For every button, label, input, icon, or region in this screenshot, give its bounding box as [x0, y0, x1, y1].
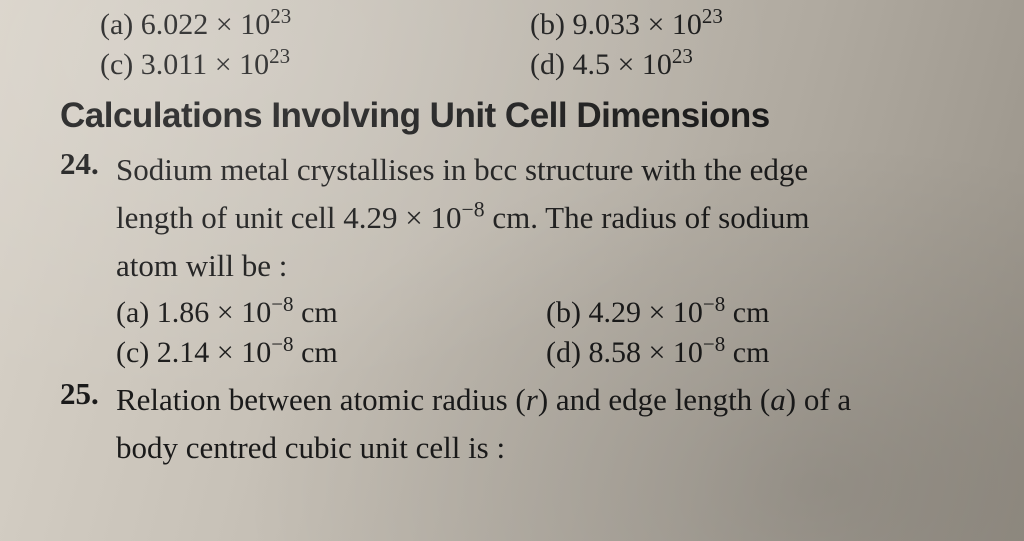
option-b: (b) 4.29 × 10−8 cm: [546, 296, 984, 330]
option-label: (d): [546, 336, 581, 369]
option-unit: cm: [725, 336, 769, 369]
option-times: × 10: [209, 336, 271, 369]
option-exp: −8: [271, 292, 293, 316]
question-text-p1: Relation between atomic radius (: [116, 382, 526, 417]
option-times: × 10: [207, 48, 269, 81]
question-line2a-exp: −8: [462, 198, 485, 222]
question-text-p2: ) and edge length (: [538, 382, 770, 417]
options-row: (c) 3.011 × 1023 (d) 4.5 × 1023: [100, 48, 984, 82]
options-row: (a) 6.022 × 1023 (b) 9.033 × 1023: [100, 8, 984, 42]
question-line2: body centred cubic unit cell is :: [116, 430, 505, 465]
question-24-options: (a) 1.86 × 10−8 cm (b) 4.29 × 10−8 cm (c…: [116, 296, 984, 370]
option-times: × 10: [208, 8, 270, 41]
option-a: (a) 1.86 × 10−8 cm: [116, 296, 546, 330]
question-number: 24.: [60, 146, 116, 290]
option-times: × 10: [610, 48, 672, 81]
option-mantissa: 2.14: [157, 336, 210, 369]
option-mantissa: 6.022: [141, 8, 209, 41]
question-text-p3: ) of a: [786, 382, 851, 417]
option-exp: 23: [702, 4, 723, 28]
option-label: (d): [530, 48, 565, 81]
option-mantissa: 4.5: [572, 48, 610, 81]
option-exp: 23: [269, 44, 290, 68]
question-text: Relation between atomic radius (r) and e…: [116, 376, 984, 472]
option-exp: −8: [703, 292, 725, 316]
option-exp: −8: [703, 332, 725, 356]
option-c: (c) 2.14 × 10−8 cm: [116, 336, 546, 370]
question-text: Sodium metal crystallises in bcc structu…: [116, 146, 984, 290]
question-line2b: cm. The radius of sodium: [485, 200, 810, 235]
option-b: (b) 9.033 × 1023: [530, 8, 984, 42]
option-times: × 10: [640, 8, 702, 41]
variable-r: r: [526, 382, 538, 417]
option-unit: cm: [294, 296, 338, 329]
option-label: (c): [116, 336, 149, 369]
question-24: 24. Sodium metal crystallises in bcc str…: [60, 146, 984, 290]
option-label: (b): [546, 296, 581, 329]
option-label: (a): [116, 296, 149, 329]
option-a: (a) 6.022 × 1023: [100, 8, 530, 42]
question-line3: atom will be :: [116, 248, 287, 283]
question-25: 25. Relation between atomic radius (r) a…: [60, 376, 984, 472]
option-times: × 10: [641, 336, 703, 369]
variable-a: a: [770, 382, 786, 417]
option-exp: −8: [271, 332, 293, 356]
option-d: (d) 4.5 × 1023: [530, 48, 984, 82]
option-label: (a): [100, 8, 133, 41]
option-label: (b): [530, 8, 565, 41]
option-mantissa: 8.58: [588, 336, 641, 369]
option-mantissa: 9.033: [572, 8, 640, 41]
option-times: × 10: [641, 296, 703, 329]
option-mantissa: 4.29: [588, 296, 641, 329]
option-exp: 23: [270, 4, 291, 28]
option-unit: cm: [294, 336, 338, 369]
question-23-options: (a) 6.022 × 1023 (b) 9.033 × 1023 (c) 3.…: [60, 8, 984, 82]
option-exp: 23: [672, 44, 693, 68]
option-c: (c) 3.011 × 1023: [100, 48, 530, 82]
option-label: (c): [100, 48, 133, 81]
options-row: (a) 1.86 × 10−8 cm (b) 4.29 × 10−8 cm: [116, 296, 984, 330]
option-mantissa: 3.011: [141, 48, 207, 81]
question-line2a: length of unit cell 4.29 × 10: [116, 200, 462, 235]
question-number: 25.: [60, 376, 116, 472]
option-d: (d) 8.58 × 10−8 cm: [546, 336, 984, 370]
option-times: × 10: [209, 296, 271, 329]
question-line1: Sodium metal crystallises in bcc structu…: [116, 152, 808, 187]
options-row: (c) 2.14 × 10−8 cm (d) 8.58 × 10−8 cm: [116, 336, 984, 370]
option-mantissa: 1.86: [157, 296, 210, 329]
section-heading: Calculations Involving Unit Cell Dimensi…: [60, 96, 984, 136]
option-unit: cm: [725, 296, 769, 329]
